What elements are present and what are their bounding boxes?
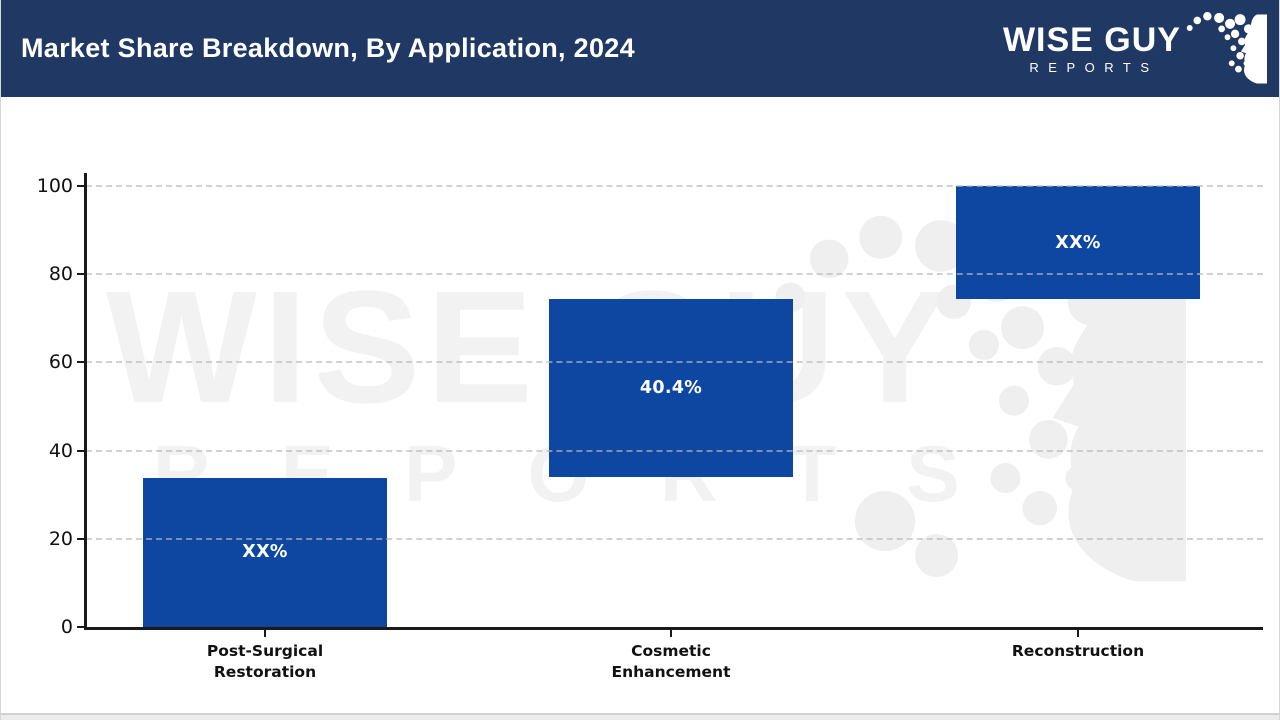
bar-value-label: XX%	[1055, 232, 1101, 253]
y-tick-mark	[77, 626, 85, 628]
y-tick-mark	[77, 449, 85, 452]
brand-subname: REPORTS	[1029, 60, 1159, 75]
y-tick-label: 20	[48, 527, 73, 550]
y-tick-mark	[77, 273, 85, 276]
x-tick-mark	[264, 629, 266, 637]
bar-segment: 40.4%	[549, 299, 793, 478]
x-category-label: Post-Surgical Restoration	[206, 642, 324, 682]
y-tick-label: 40	[48, 439, 73, 462]
y-tick-mark	[77, 537, 85, 540]
bar-value-label: XX%	[242, 542, 288, 563]
y-tick-mark	[77, 361, 85, 364]
page-title: Market Share Breakdown, By Application, …	[21, 33, 635, 63]
gridline	[86, 449, 1263, 452]
bar-segment: XX%	[143, 477, 387, 627]
watermark-wiseguy-text: WISE GUY	[106, 257, 955, 436]
y-tick-label: 60	[48, 351, 73, 374]
x-category-label: Cosmetic Enhancement	[611, 642, 731, 682]
y-tick-label: 80	[48, 263, 73, 286]
bar-value-label: 40.4%	[639, 378, 703, 399]
gridline	[86, 537, 1263, 540]
y-tick-label: 100	[36, 175, 73, 197]
y-tick-label: 0	[60, 616, 73, 638]
x-axis-line	[84, 627, 1263, 630]
gridline	[86, 273, 1263, 276]
header-bar: Market Share Breakdown, By Application, …	[1, 0, 1279, 97]
brand-name: WISE GUY	[1002, 21, 1181, 59]
gridline	[86, 185, 1263, 187]
x-category-label: Reconstruction	[1011, 642, 1145, 660]
y-axis-line	[84, 173, 87, 629]
brand-logo-text: WISE GUY REPORTS	[1003, 23, 1181, 74]
gridline	[86, 361, 1263, 364]
bar-segment: XX%	[956, 186, 1200, 300]
y-tick-mark	[77, 185, 85, 187]
x-tick-mark	[670, 629, 672, 637]
footer-strip	[1, 713, 1279, 720]
brand-face-icon	[1186, 11, 1267, 83]
brand-logo: WISE GUY REPORTS	[1003, 7, 1267, 91]
x-tick-mark	[1077, 629, 1079, 637]
